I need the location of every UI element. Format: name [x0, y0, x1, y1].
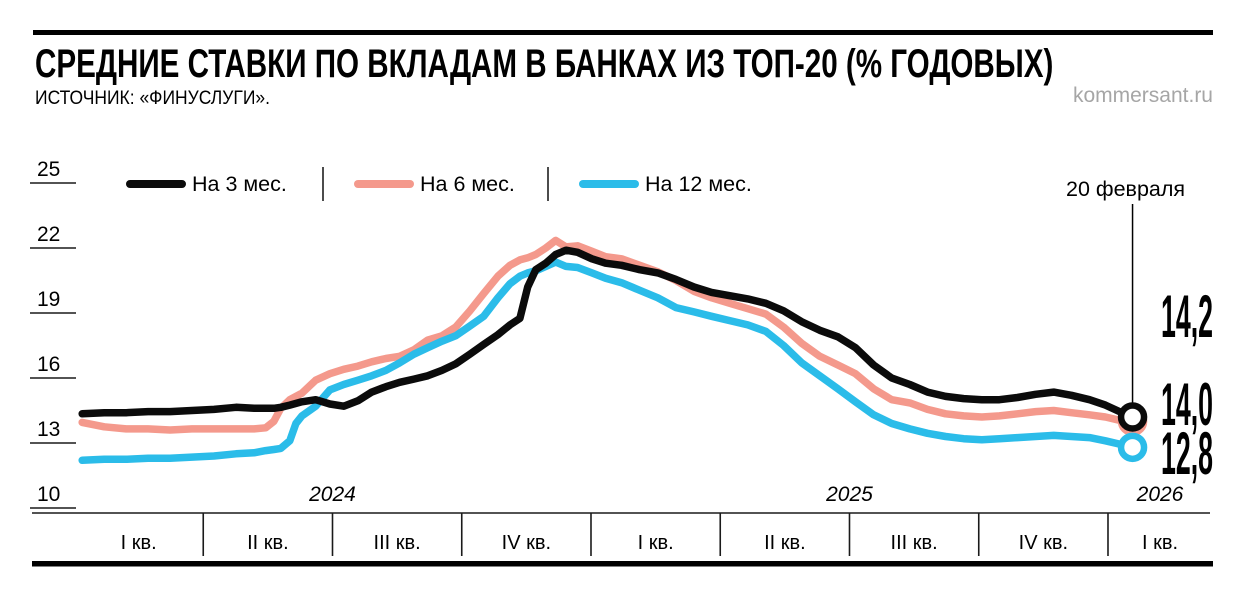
series-end-marker-3m — [1117, 402, 1148, 432]
quarter-label: I кв. — [638, 532, 674, 554]
top-rule — [33, 30, 1213, 35]
quarter-label: II кв. — [247, 532, 289, 554]
y-tick-label: 25 — [37, 158, 60, 181]
quarter-label: IV кв. — [502, 532, 551, 554]
series-end-marker-12m — [1117, 432, 1148, 463]
series-line-3m — [78, 246, 1137, 421]
quarter-label: III кв. — [891, 532, 938, 554]
quarter-label: II кв. — [764, 532, 806, 554]
y-tick-label: 19 — [37, 288, 60, 311]
end-value-label-12m: 12,8 — [1161, 420, 1213, 487]
end-value-label-3m: 14,2 — [1161, 283, 1213, 350]
year-label: 2025 — [825, 483, 873, 506]
legend-label-6m: На 6 мес. — [420, 172, 515, 196]
year-label: 2024 — [308, 483, 356, 506]
legend-label-12m: На 12 мес. — [645, 172, 752, 196]
y-tick-label: 22 — [37, 223, 60, 246]
quarter-label: I кв. — [1142, 532, 1178, 554]
page-title: СРЕДНИЕ СТАВКИ ПО ВКЛАДАМ В БАНКАХ ИЗ ТО… — [35, 42, 1054, 86]
quarter-label: III кв. — [374, 532, 421, 554]
source-label: ИСТОЧНИК: «ФИНУСЛУГИ». — [35, 88, 270, 109]
end-value-label-6m: 14,0 — [1161, 371, 1213, 438]
quarter-label: I кв. — [121, 532, 157, 554]
bottom-rule — [32, 561, 1213, 567]
series-line-12m — [78, 258, 1137, 465]
watermark-kommersant: kommersant.ru — [1072, 84, 1213, 107]
year-label: 2026 — [1136, 483, 1184, 506]
y-tick-label: 16 — [37, 353, 60, 376]
quarter-label: IV кв. — [1019, 532, 1068, 554]
y-tick-label: 10 — [37, 483, 60, 506]
legend-label-3m: На 3 мес. — [192, 172, 287, 196]
annotation-date-label: 20 февраля — [1066, 177, 1185, 201]
y-tick-label: 13 — [37, 418, 60, 441]
